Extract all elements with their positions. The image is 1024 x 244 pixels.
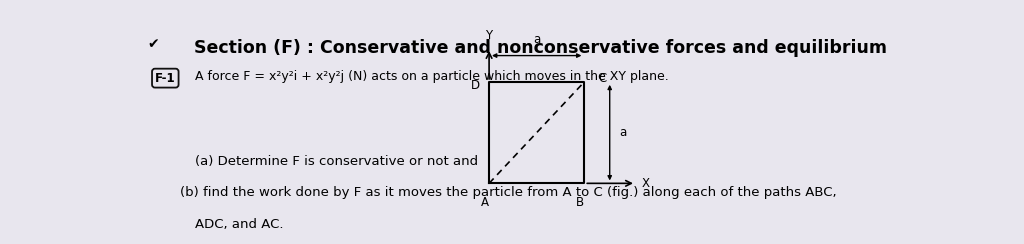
Text: ADC, and AC.: ADC, and AC. xyxy=(196,218,284,231)
Text: (a) Determine F is conservative or not and: (a) Determine F is conservative or not a… xyxy=(196,155,478,168)
Text: a: a xyxy=(620,126,627,139)
Text: A: A xyxy=(481,196,489,210)
Text: F-1: F-1 xyxy=(155,72,175,85)
Text: X: X xyxy=(641,177,649,190)
Text: Y: Y xyxy=(485,30,493,42)
Text: Section (F) : Conservative and nonconservative forces and equilibrium: Section (F) : Conservative and nonconser… xyxy=(195,39,887,57)
Text: a: a xyxy=(534,33,541,46)
Text: A force F = x²y²i + x²y²j (N) acts on a particle which moves in the XY plane.: A force F = x²y²i + x²y²j (N) acts on a … xyxy=(196,70,670,83)
Text: (b) find the work done by F as it moves the particle from A to C (fig.) along ea: (b) find the work done by F as it moves … xyxy=(179,186,837,199)
Text: C: C xyxy=(599,72,607,85)
Text: ✔: ✔ xyxy=(147,37,160,51)
Text: D: D xyxy=(470,79,479,92)
Text: B: B xyxy=(577,196,585,210)
